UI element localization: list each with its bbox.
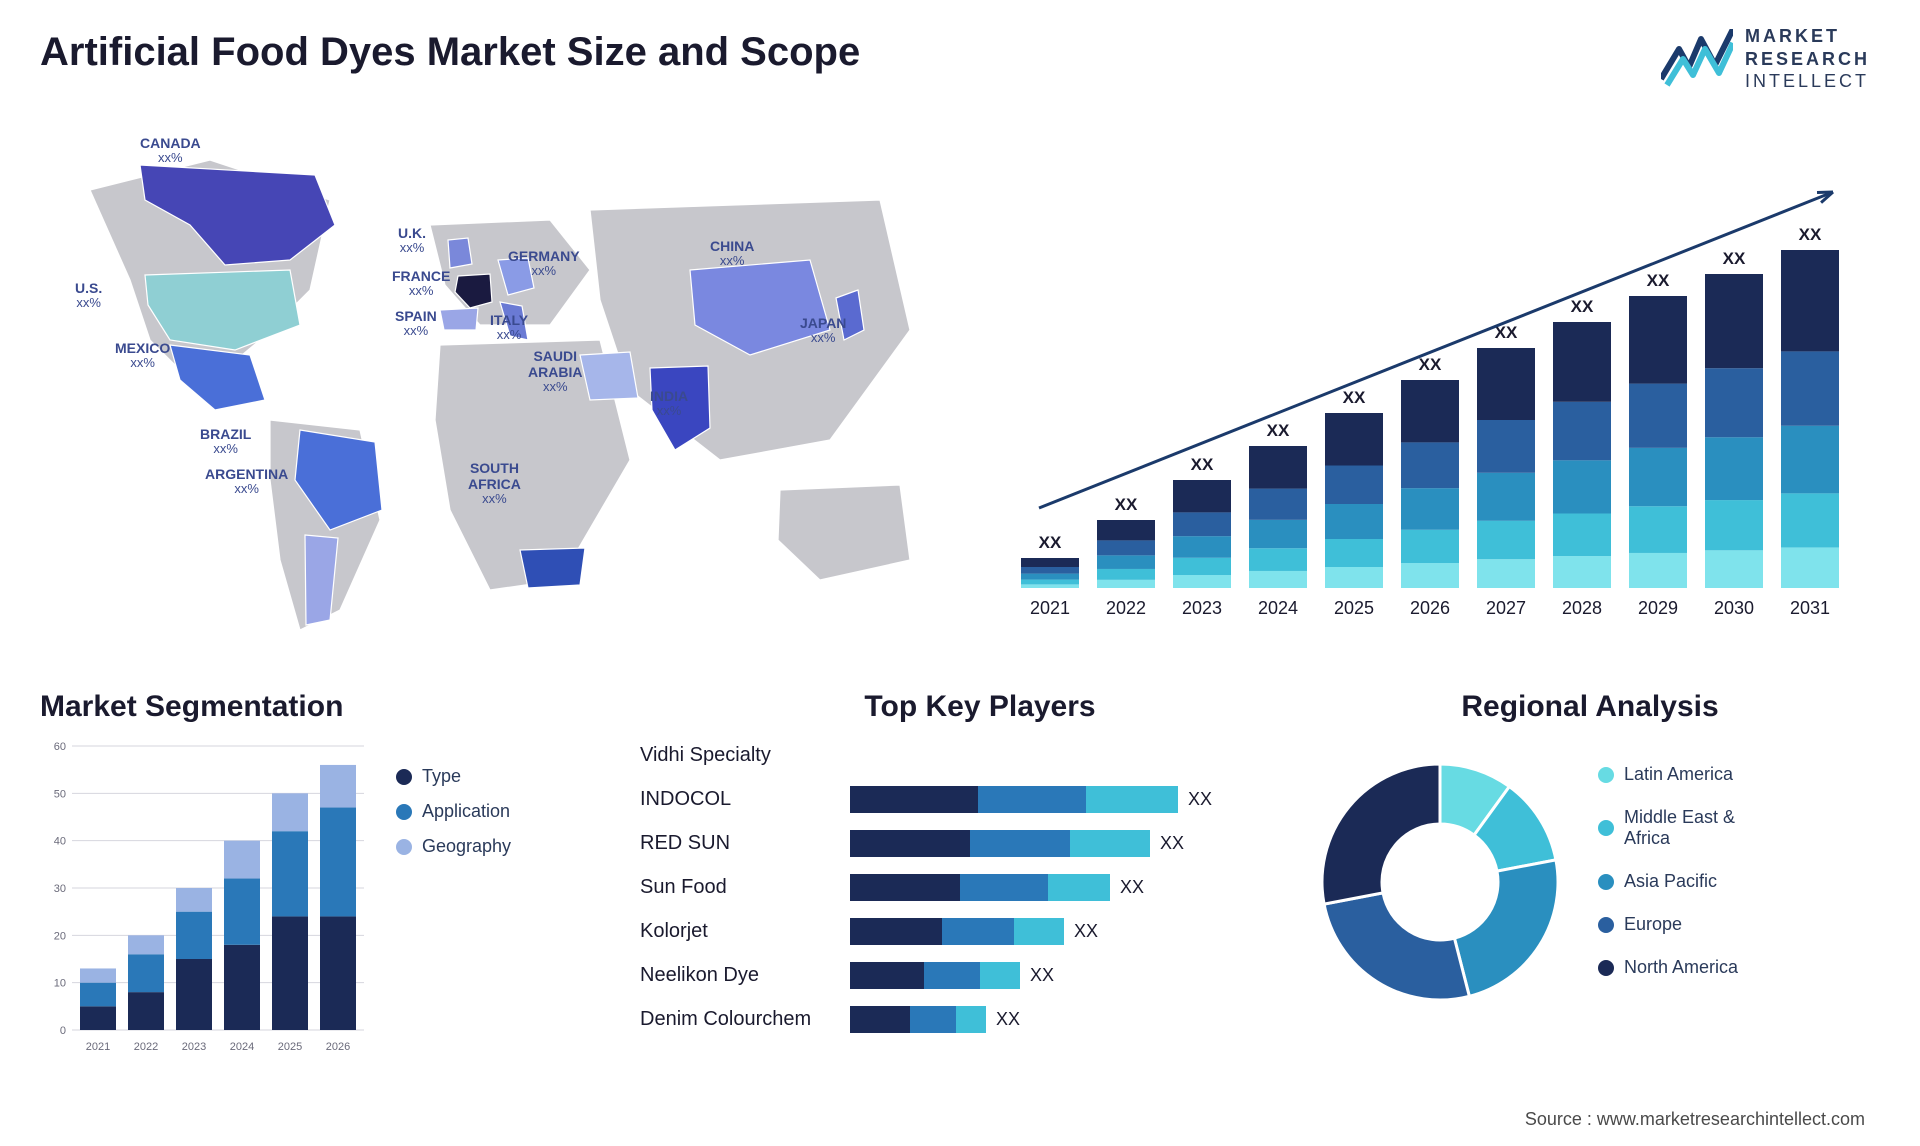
source-text: Source : www.marketresearchintellect.com [1525,1109,1865,1130]
key-player-name: RED SUN [640,832,850,855]
svg-text:2026: 2026 [326,1041,350,1053]
segmentation-heading: Market Segmentation [40,690,570,724]
regional-legend: Latin America Middle East &Africa Asia Pac… [1598,764,1738,1000]
regional-section: Regional Analysis Latin America Middle Ea… [1310,690,1870,1012]
svg-text:XX: XX [1419,355,1442,374]
world-map: CANADAxx% U.S.xx% MEXICOxx% BRAZILxx% ARGENT… [30,130,920,660]
map-callout: SAUDIARABIAxx% [528,348,582,395]
legend-item: Type [396,766,511,787]
svg-text:2023: 2023 [182,1041,206,1053]
svg-text:XX: XX [1723,249,1746,268]
logo-line3: INTELLECT [1745,71,1869,91]
svg-text:40: 40 [54,836,66,848]
map-callout: MEXICOxx% [115,340,170,371]
forecast-chart-svg: XX 2021 XX 2022 XX 2023 XX 2024 XX 2025 XX 2026 XX 20… [1011,140,1865,640]
map-callout: CANADAxx% [140,135,201,166]
key-player-name: Sun Food [640,876,850,899]
key-players-body: Vidhi Specialty INDOCOL XX RED SUN XX Sun Foo… [640,742,1320,1033]
svg-text:50: 50 [54,788,66,800]
key-player-bar: XX [850,786,1320,813]
map-callout: GERMANYxx% [508,248,580,279]
segmentation-chart-svg: 0 10 20 30 40 50 60 2021 2022 2023 2024 2025 2026 [40,738,370,1058]
legend-item: Asia Pacific [1598,871,1738,892]
key-player-bar: XX [850,962,1320,989]
legend-item: Application [396,801,511,822]
map-svg [30,130,920,660]
svg-text:XX: XX [1343,388,1366,407]
map-callout: ITALYxx% [490,312,528,343]
logo-icon [1661,29,1733,89]
legend-item: Geography [396,836,511,857]
svg-text:2028: 2028 [1562,598,1602,618]
segmentation-section: Market Segmentation 0 10 20 30 40 50 60 2021 202… [40,690,570,1058]
key-players-heading: Top Key Players [640,690,1320,724]
svg-text:XX: XX [1571,297,1594,316]
legend-item: North America [1598,957,1738,978]
key-player-value: XX [996,1009,1020,1030]
svg-text:2022: 2022 [134,1041,158,1053]
page-title: Artificial Food Dyes Market Size and Sco… [40,30,860,75]
svg-text:2030: 2030 [1714,598,1754,618]
svg-text:2029: 2029 [1638,598,1678,618]
svg-text:XX: XX [1115,495,1138,514]
svg-text:2027: 2027 [1486,598,1526,618]
svg-text:2026: 2026 [1410,598,1450,618]
key-player-bar: XX [850,830,1320,857]
key-player-name: INDOCOL [640,788,850,811]
map-callout: BRAZILxx% [200,426,251,457]
svg-text:10: 10 [54,978,66,990]
svg-text:XX: XX [1267,421,1290,440]
svg-text:2025: 2025 [278,1041,302,1053]
key-player-name: Kolorjet [640,920,850,943]
logo-line1: MARKET [1745,26,1840,46]
map-callout: U.K.xx% [398,225,426,256]
segmentation-legend: Type Application Geography [396,738,511,1058]
key-players-section: Top Key Players Vidhi Specialty INDOCOL XX… [640,690,1320,1033]
svg-text:XX: XX [1647,271,1670,290]
svg-text:2024: 2024 [230,1041,254,1053]
svg-text:2021: 2021 [1030,598,1070,618]
legend-item: Europe [1598,914,1738,935]
svg-text:XX: XX [1191,455,1214,474]
svg-text:XX: XX [1799,225,1822,244]
map-callout: JAPANxx% [800,315,846,346]
svg-text:2025: 2025 [1334,598,1374,618]
svg-text:2021: 2021 [86,1041,110,1053]
map-callout: INDIAxx% [650,388,688,419]
key-player-value: XX [1074,921,1098,942]
key-player-name: Neelikon Dye [640,964,850,987]
key-player-value: XX [1160,833,1184,854]
legend-item: Latin America [1598,764,1738,785]
key-player-bar: XX [850,874,1320,901]
key-player-name: Vidhi Specialty [640,744,850,767]
map-callout: CHINAxx% [710,238,754,269]
map-callout: U.S.xx% [75,280,102,311]
map-callout: SOUTHAFRICAxx% [468,460,521,507]
brand-logo: MARKET RESEARCH INTELLECT [1661,25,1870,93]
svg-text:30: 30 [54,883,66,895]
key-player-bar: XX [850,1006,1320,1033]
svg-text:60: 60 [54,741,66,753]
key-player-value: XX [1030,965,1054,986]
legend-item: Middle East &Africa [1598,807,1738,849]
svg-text:2022: 2022 [1106,598,1146,618]
key-player-value: XX [1120,877,1144,898]
svg-text:2024: 2024 [1258,598,1298,618]
key-player-value: XX [1188,789,1212,810]
regional-donut-svg [1310,752,1570,1012]
key-player-bar [850,742,1320,769]
map-callout: ARGENTINAxx% [205,466,288,497]
svg-text:XX: XX [1039,533,1062,552]
svg-text:2031: 2031 [1790,598,1830,618]
map-callout: FRANCExx% [392,268,450,299]
svg-text:0: 0 [60,1025,66,1037]
svg-text:2023: 2023 [1182,598,1222,618]
regional-heading: Regional Analysis [1310,690,1870,724]
svg-text:20: 20 [54,930,66,942]
forecast-bar-chart: XX 2021 XX 2022 XX 2023 XX 2024 XX 2025 XX 2026 XX 20… [1011,140,1865,640]
map-callout: SPAINxx% [395,308,437,339]
key-player-name: Denim Colourchem [640,1008,850,1031]
key-player-bar: XX [850,918,1320,945]
logo-line2: RESEARCH [1745,49,1870,69]
